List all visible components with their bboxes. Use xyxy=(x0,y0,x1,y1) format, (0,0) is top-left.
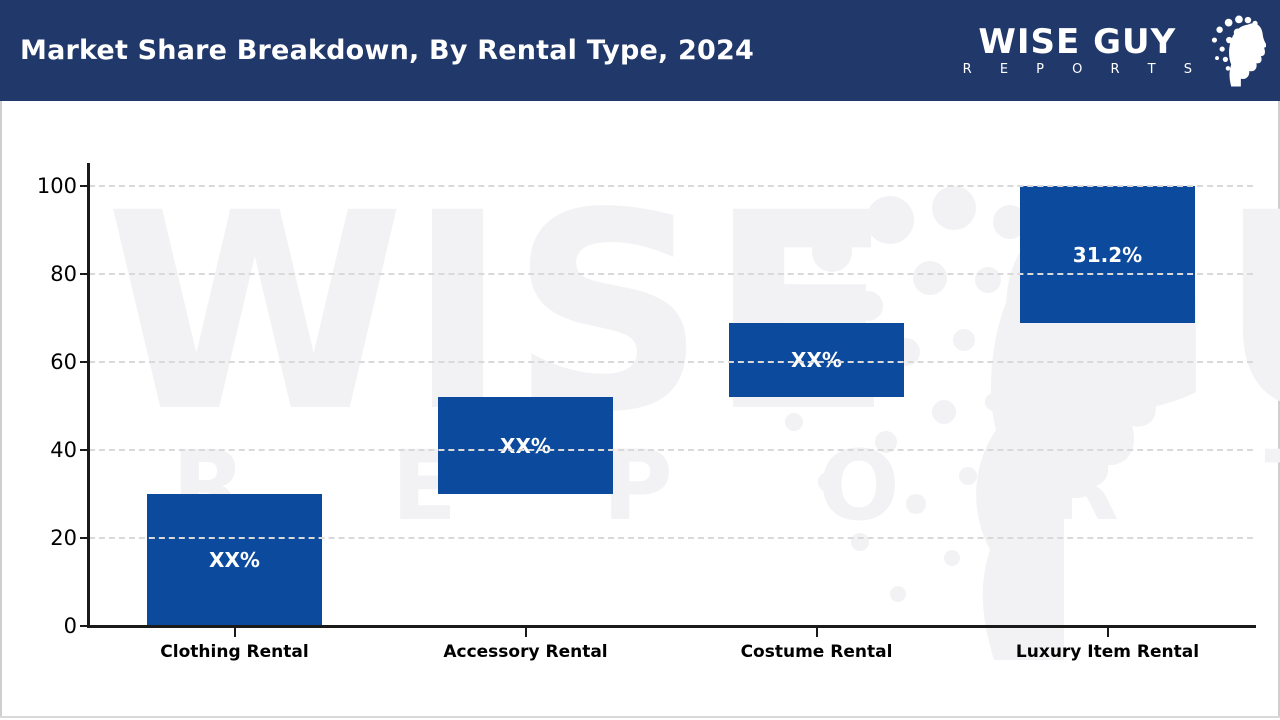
bar-value-label: XX% xyxy=(500,433,551,458)
y-tick-mark xyxy=(80,537,89,539)
brand-logo: WISE GUY R E P O R T S xyxy=(951,13,1280,89)
y-tick-mark xyxy=(80,449,89,451)
y-tick-label: 0 xyxy=(63,614,77,638)
x-tick-label: Clothing Rental xyxy=(160,642,309,662)
header-bar: Market Share Breakdown, By Rental Type, … xyxy=(0,0,1280,101)
bar-value-label: XX% xyxy=(209,548,260,572)
y-tick-label: 40 xyxy=(50,438,77,462)
y-tick-mark xyxy=(80,185,89,187)
y-tick-mark xyxy=(80,273,89,275)
logo-face-icon xyxy=(1211,15,1266,86)
x-tick-label: Accessory Rental xyxy=(443,642,608,662)
logo-reports-label: R E P O R T S xyxy=(962,62,1204,77)
x-tick-mark xyxy=(1106,628,1109,637)
x-tick-label: Costume Rental xyxy=(740,642,893,662)
y-tick-label: 100 xyxy=(36,174,77,198)
y-tick-label: 20 xyxy=(50,526,77,550)
y-tick-mark xyxy=(80,361,89,363)
logo-text: WISE GUY R E P O R T S xyxy=(951,23,1204,78)
gridline xyxy=(89,185,1253,187)
x-tick-mark xyxy=(524,628,527,637)
bar: XX% xyxy=(147,494,322,626)
y-axis xyxy=(87,163,90,628)
bar-value-label: XX% xyxy=(791,348,842,373)
x-tick-mark xyxy=(815,628,818,637)
gridline xyxy=(89,273,1253,275)
x-tick-label: Luxury Item Rental xyxy=(1015,642,1200,662)
gridline xyxy=(89,361,1253,363)
y-tick-label: 80 xyxy=(50,262,77,286)
page-title: Market Share Breakdown, By Rental Type, … xyxy=(20,35,754,66)
y-tick-label: 60 xyxy=(50,350,77,374)
bar: XX% xyxy=(729,323,904,398)
y-tick-mark xyxy=(80,625,89,627)
logo-wordmark: WISE GUY xyxy=(978,22,1177,62)
x-tick-mark xyxy=(233,628,236,637)
gridline xyxy=(89,449,1253,451)
bar-value-label: 31.2% xyxy=(1072,242,1143,267)
bottom-rule xyxy=(0,716,1280,718)
chart-plot-area: 0 20 40 60 80 100 XX% Clothing Rental XX% Accesso… xyxy=(0,101,1280,716)
bar: 31.2% xyxy=(1020,186,1195,324)
bar: XX% xyxy=(438,397,613,494)
gridline xyxy=(89,537,1253,539)
x-axis xyxy=(89,625,1256,628)
